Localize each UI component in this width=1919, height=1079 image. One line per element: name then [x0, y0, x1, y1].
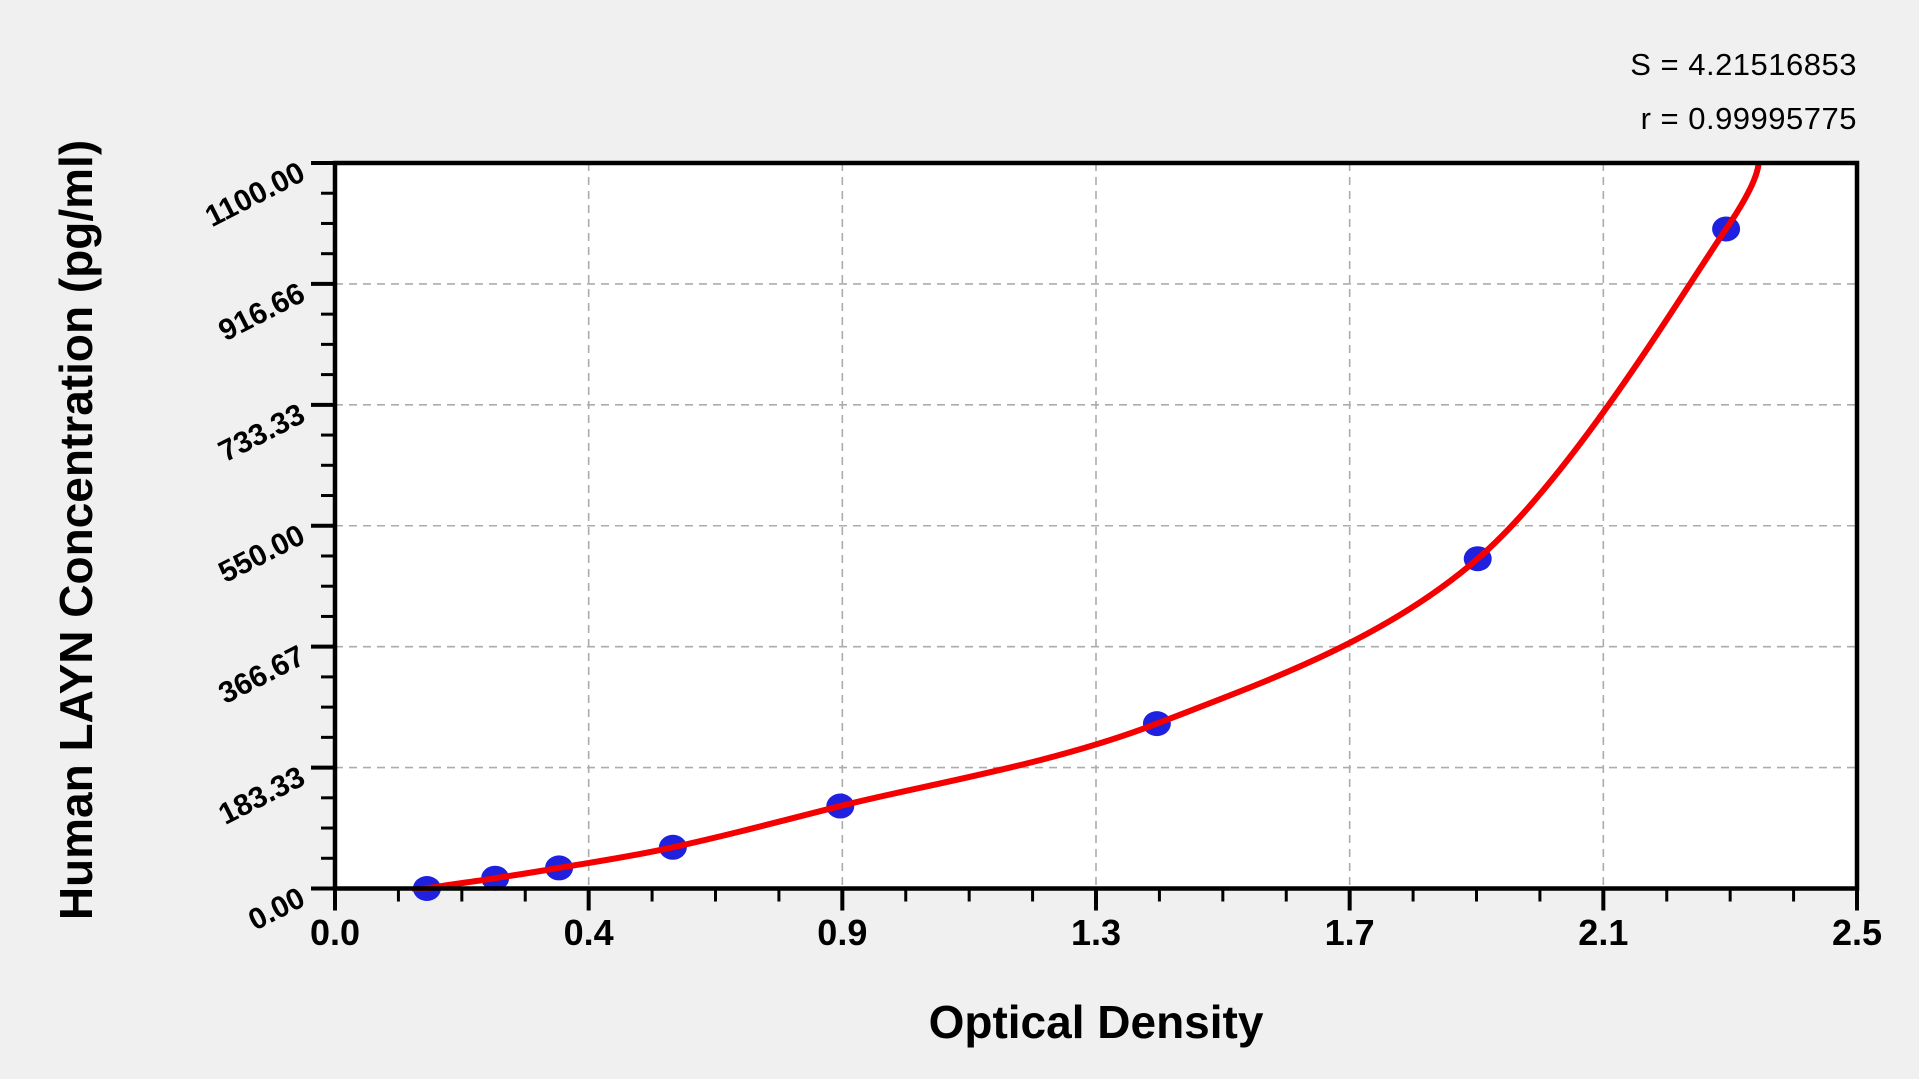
y-tick-label: 366.67 — [213, 640, 310, 711]
fit-curve — [411, 163, 1762, 892]
y-tick-label: 0.00 — [243, 881, 310, 937]
y-tick-label: 916.66 — [213, 277, 310, 348]
y-tick-label: 550.00 — [213, 519, 310, 590]
x-axis-title: Optical Density — [928, 996, 1264, 1048]
s-value-text: S = 4.21516853 — [1630, 47, 1857, 82]
x-tick-label: 1.3 — [1071, 912, 1121, 953]
plot-border — [332, 160, 1860, 891]
x-tick-label: 0.0 — [310, 912, 360, 953]
x-tick-label: 1.7 — [1325, 912, 1375, 953]
x-tick-label: 2.5 — [1832, 912, 1882, 953]
y-tick-label: 1100.00 — [200, 156, 310, 234]
x-tick-label: 0.9 — [817, 912, 867, 953]
x-tick-label: 2.1 — [1578, 912, 1628, 953]
r-value-text: r = 0.99995775 — [1640, 101, 1857, 136]
y-tick-label: 733.33 — [213, 398, 310, 469]
x-tick-label: 0.4 — [564, 912, 614, 953]
y-tick-label: 183.33 — [213, 760, 310, 831]
fit-statistics: S = 4.21516853 r = 0.99995775 — [1630, 38, 1857, 146]
